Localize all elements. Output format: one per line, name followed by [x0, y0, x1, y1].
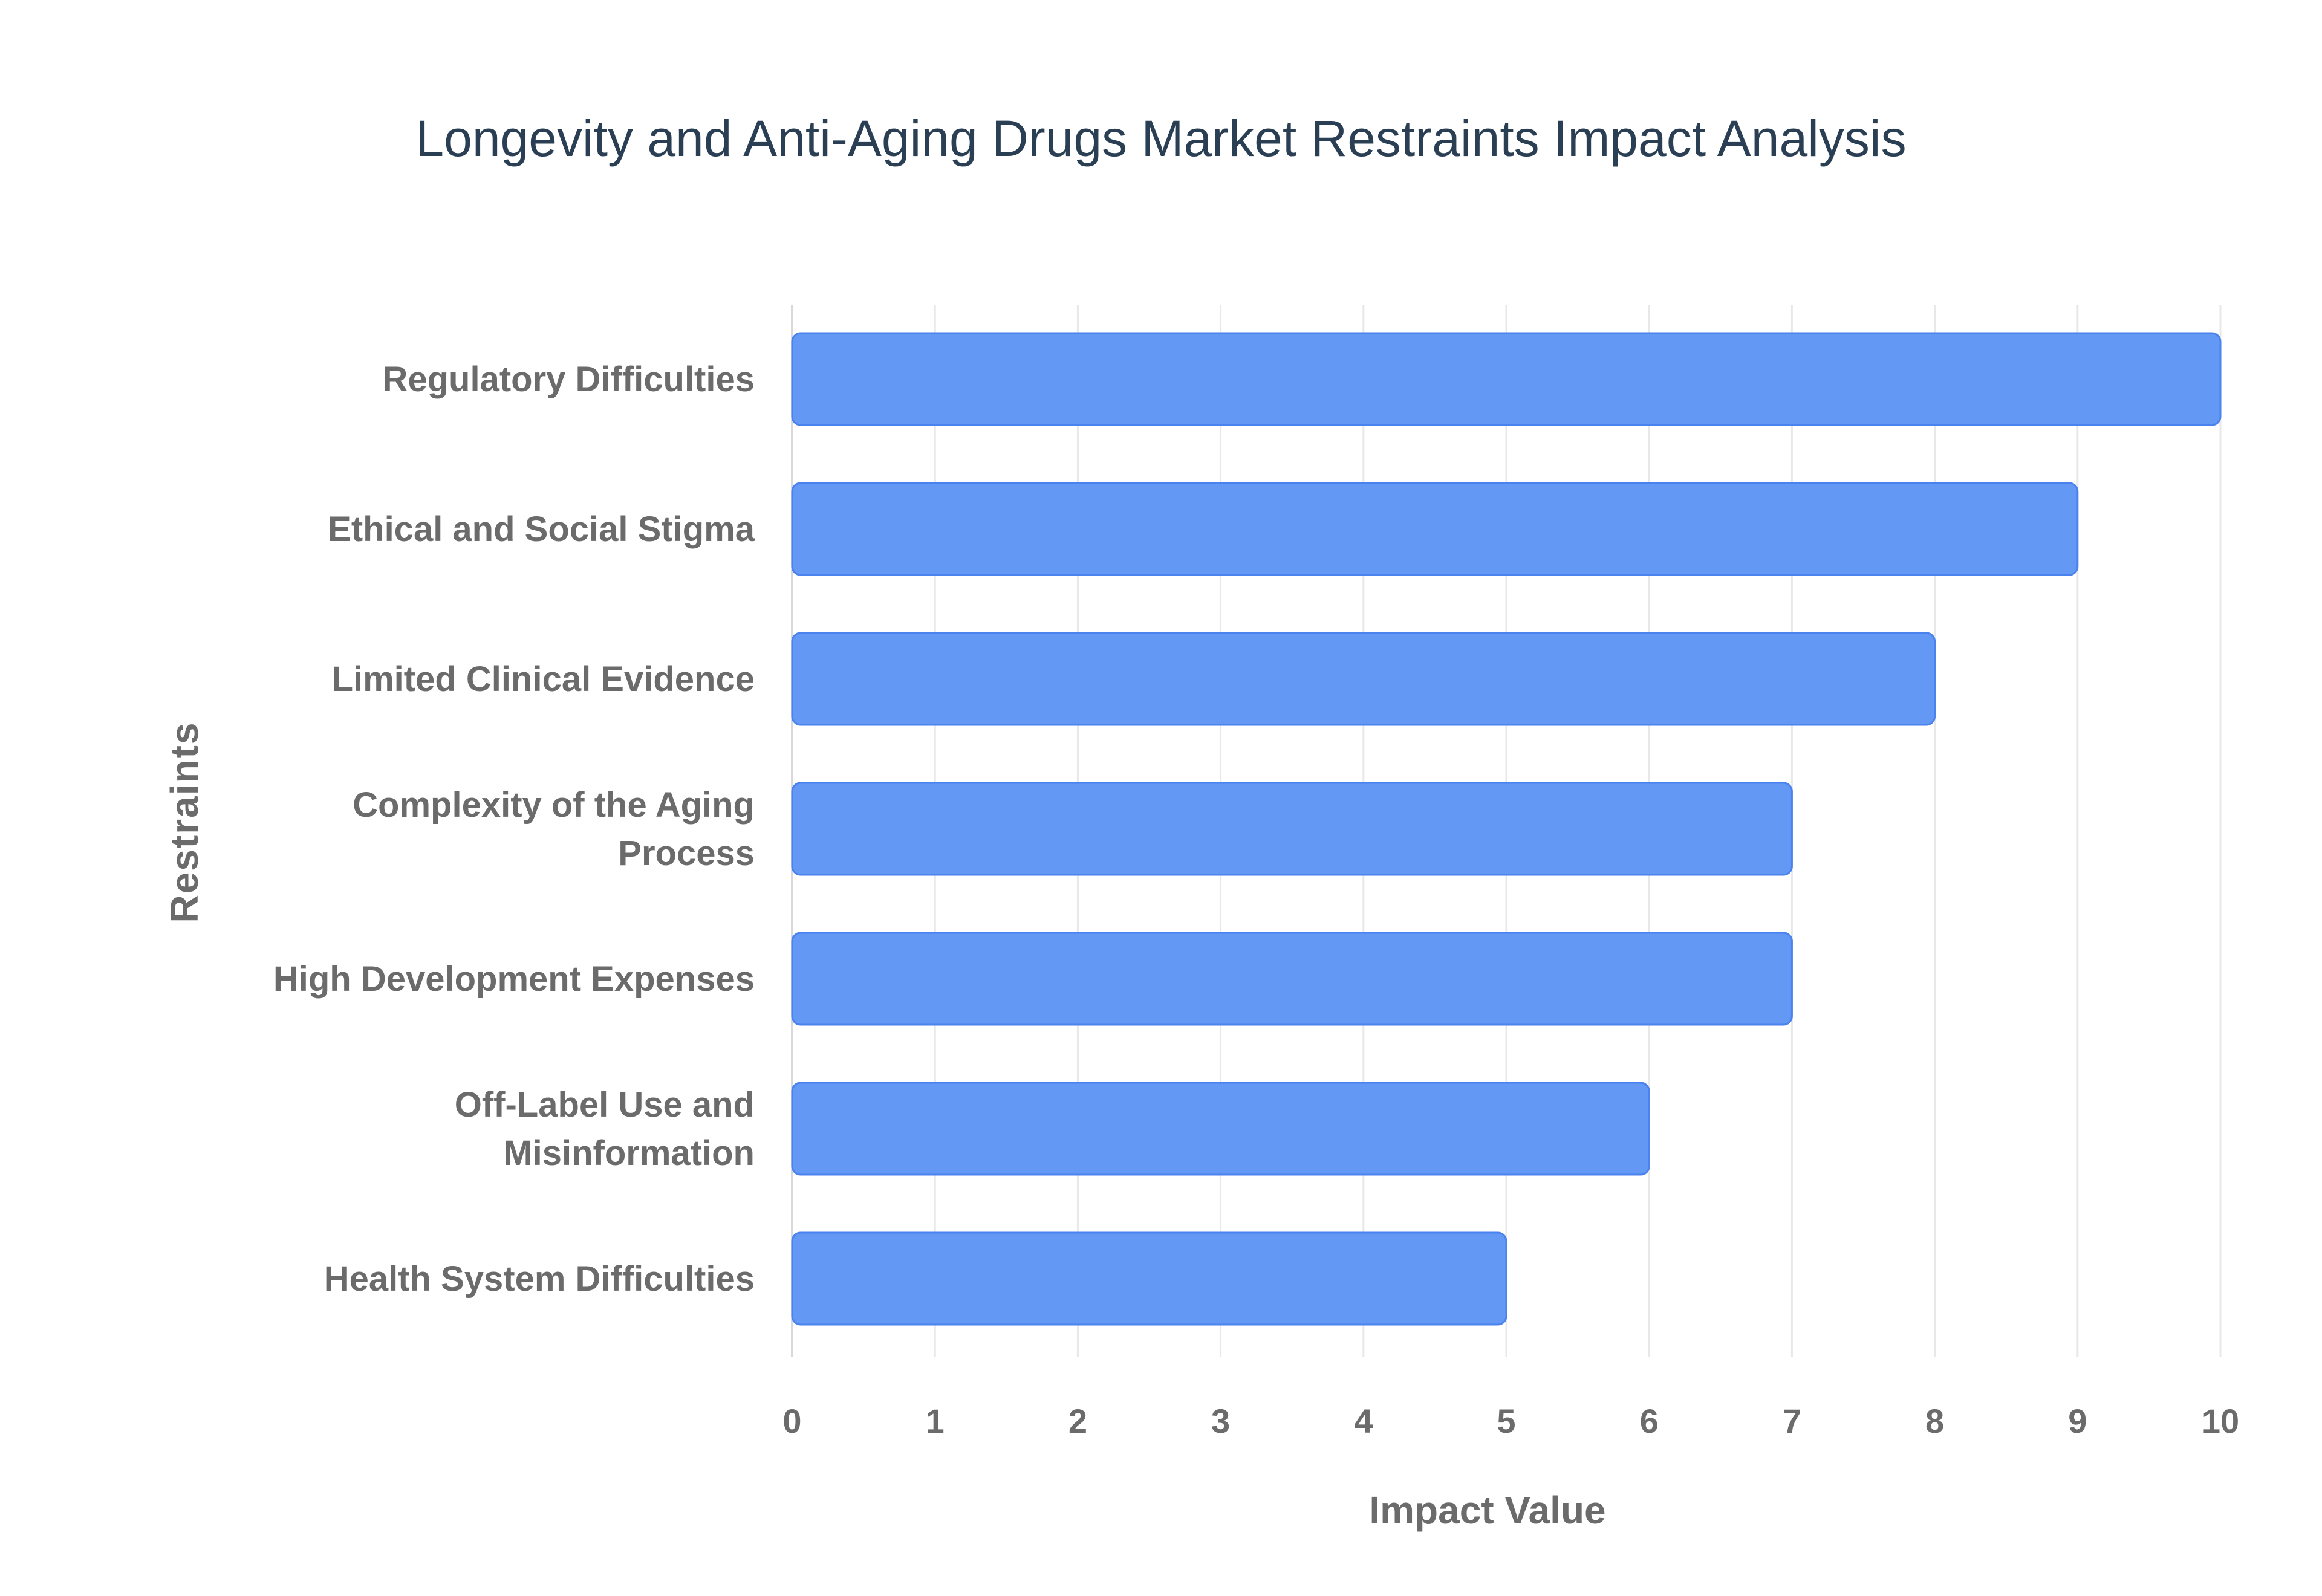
category-label: Health System Difficulties [324, 1259, 755, 1299]
x-tick-labels: 0 1 2 3 4 5 6 7 8 9 10 [782, 1402, 2239, 1440]
category-label: Regulatory Difficulties [382, 360, 755, 399]
category-label: Ethical and Social Stigma [328, 510, 755, 549]
bars [791, 332, 2222, 1326]
x-tick-label: 1 [926, 1402, 945, 1440]
x-tick-label: 8 [1925, 1402, 1944, 1440]
x-tick-label: 4 [1354, 1402, 1373, 1440]
x-tick-label: 5 [1497, 1402, 1515, 1440]
bar [791, 332, 2222, 426]
x-axis-title: Impact Value [1369, 1488, 1605, 1532]
x-tick-label: 7 [1783, 1402, 1801, 1440]
x-tick-label: 6 [1640, 1402, 1659, 1440]
bar [791, 782, 1793, 876]
bar [791, 632, 1936, 726]
x-tick-label: 10 [2202, 1402, 2239, 1440]
x-tick-label: 2 [1068, 1402, 1087, 1440]
category-label: Limited Clinical Evidence [332, 660, 755, 699]
category-label: Off-Label Use and Misinformation [455, 1085, 755, 1173]
x-tick-label: 3 [1211, 1402, 1230, 1440]
category-labels: Regulatory Difficulties Ethical and Socia… [273, 360, 755, 1299]
bar [791, 1231, 1507, 1326]
y-axis-title: Restraints [163, 722, 206, 923]
bar [791, 1082, 1650, 1176]
chart-title: Longevity and Anti-Aging Drugs Market Re… [415, 110, 1906, 167]
x-tick-label: 0 [782, 1402, 801, 1440]
x-tick-label: 9 [2068, 1402, 2087, 1440]
category-label: Complexity of the Aging Process [353, 785, 755, 873]
category-label: High Development Expenses [273, 959, 755, 999]
bar [791, 932, 1793, 1026]
bar [791, 482, 2079, 576]
